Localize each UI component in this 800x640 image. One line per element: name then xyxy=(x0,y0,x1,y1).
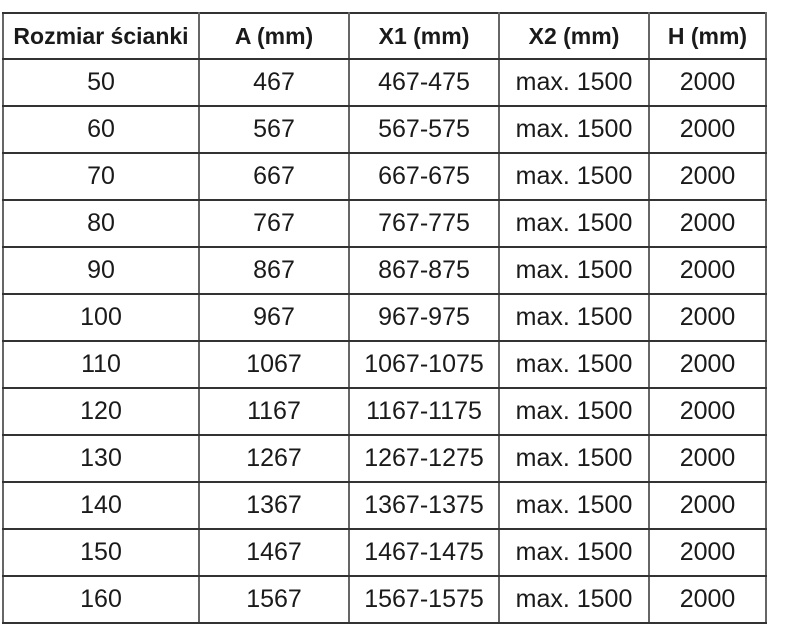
table-cell-x1: 1267-1275 xyxy=(348,434,500,483)
table-row: 110 1067 1067-1075 max. 1500 2000 xyxy=(2,340,767,389)
table-cell-x2: max. 1500 xyxy=(498,293,650,342)
column-header-x1-mm: X1 (mm) xyxy=(348,12,500,60)
column-header-h-mm: H (mm) xyxy=(648,12,767,60)
table-row: 70 667 667-675 max. 1500 2000 xyxy=(2,152,767,201)
table-row: 140 1367 1367-1375 max. 1500 2000 xyxy=(2,481,767,530)
table-cell-a: 467 xyxy=(198,58,350,107)
table-cell-rozmiar: 150 xyxy=(2,528,200,577)
table-cell-x2: max. 1500 xyxy=(498,481,650,530)
table-cell-rozmiar: 80 xyxy=(2,199,200,248)
table-cell-h: 2000 xyxy=(648,387,767,436)
table-cell-a: 1267 xyxy=(198,434,350,483)
table-cell-x1: 767-775 xyxy=(348,199,500,248)
table-cell-a: 967 xyxy=(198,293,350,342)
table-cell-x1: 667-675 xyxy=(348,152,500,201)
table-cell-h: 2000 xyxy=(648,340,767,389)
table-cell-rozmiar: 70 xyxy=(2,152,200,201)
table-cell-x2: max. 1500 xyxy=(498,340,650,389)
table-cell-x1: 1467-1475 xyxy=(348,528,500,577)
table-cell-rozmiar: 110 xyxy=(2,340,200,389)
table-body: 50 467 467-475 max. 1500 2000 60 567 567… xyxy=(2,58,767,624)
table-cell-x2: max. 1500 xyxy=(498,199,650,248)
table-cell-h: 2000 xyxy=(648,528,767,577)
table-cell-a: 1567 xyxy=(198,575,350,624)
table-cell-rozmiar: 120 xyxy=(2,387,200,436)
table-cell-x1: 1567-1575 xyxy=(348,575,500,624)
table-cell-x2: max. 1500 xyxy=(498,387,650,436)
table-cell-x2: max. 1500 xyxy=(498,58,650,107)
table-row: 160 1567 1567-1575 max. 1500 2000 xyxy=(2,575,767,624)
table-cell-a: 667 xyxy=(198,152,350,201)
table-cell-x2: max. 1500 xyxy=(498,575,650,624)
table-row: 50 467 467-475 max. 1500 2000 xyxy=(2,58,767,107)
table-cell-a: 1367 xyxy=(198,481,350,530)
column-header-rozmiar-scianki: Rozmiar ścianki xyxy=(2,12,200,60)
table-cell-a: 867 xyxy=(198,246,350,295)
table-cell-h: 2000 xyxy=(648,481,767,530)
table-cell-h: 2000 xyxy=(648,105,767,154)
table-row: 90 867 867-875 max. 1500 2000 xyxy=(2,246,767,295)
table-row: 60 567 567-575 max. 1500 2000 xyxy=(2,105,767,154)
table-cell-h: 2000 xyxy=(648,199,767,248)
wall-size-spec-table: Rozmiar ścianki A (mm) X1 (mm) X2 (mm) H… xyxy=(2,12,767,624)
table-header-row: Rozmiar ścianki A (mm) X1 (mm) X2 (mm) H… xyxy=(2,12,767,60)
table-cell-x1: 1067-1075 xyxy=(348,340,500,389)
table-cell-a: 1067 xyxy=(198,340,350,389)
table-cell-x1: 567-575 xyxy=(348,105,500,154)
column-header-x2-mm: X2 (mm) xyxy=(498,12,650,60)
table-row: 150 1467 1467-1475 max. 1500 2000 xyxy=(2,528,767,577)
table-cell-x1: 1367-1375 xyxy=(348,481,500,530)
table-row: 130 1267 1267-1275 max. 1500 2000 xyxy=(2,434,767,483)
table-cell-h: 2000 xyxy=(648,152,767,201)
table-row: 120 1167 1167-1175 max. 1500 2000 xyxy=(2,387,767,436)
table-cell-x1: 1167-1175 xyxy=(348,387,500,436)
table-cell-rozmiar: 100 xyxy=(2,293,200,342)
table-cell-a: 567 xyxy=(198,105,350,154)
table-cell-a: 1167 xyxy=(198,387,350,436)
table-cell-h: 2000 xyxy=(648,434,767,483)
table-row: 80 767 767-775 max. 1500 2000 xyxy=(2,199,767,248)
table-cell-rozmiar: 160 xyxy=(2,575,200,624)
table-cell-a: 1467 xyxy=(198,528,350,577)
table-cell-rozmiar: 50 xyxy=(2,58,200,107)
table-cell-h: 2000 xyxy=(648,293,767,342)
table-cell-h: 2000 xyxy=(648,246,767,295)
table-cell-x2: max. 1500 xyxy=(498,105,650,154)
table-cell-rozmiar: 60 xyxy=(2,105,200,154)
table-cell-x1: 867-875 xyxy=(348,246,500,295)
table-cell-rozmiar: 140 xyxy=(2,481,200,530)
table-cell-rozmiar: 90 xyxy=(2,246,200,295)
table-cell-x1: 467-475 xyxy=(348,58,500,107)
table-cell-h: 2000 xyxy=(648,58,767,107)
table-row: 100 967 967-975 max. 1500 2000 xyxy=(2,293,767,342)
table-cell-a: 767 xyxy=(198,199,350,248)
table-cell-x2: max. 1500 xyxy=(498,434,650,483)
table-cell-x1: 967-975 xyxy=(348,293,500,342)
table-cell-rozmiar: 130 xyxy=(2,434,200,483)
table-cell-h: 2000 xyxy=(648,575,767,624)
table-cell-x2: max. 1500 xyxy=(498,152,650,201)
table-cell-x2: max. 1500 xyxy=(498,528,650,577)
table-cell-x2: max. 1500 xyxy=(498,246,650,295)
column-header-a-mm: A (mm) xyxy=(198,12,350,60)
